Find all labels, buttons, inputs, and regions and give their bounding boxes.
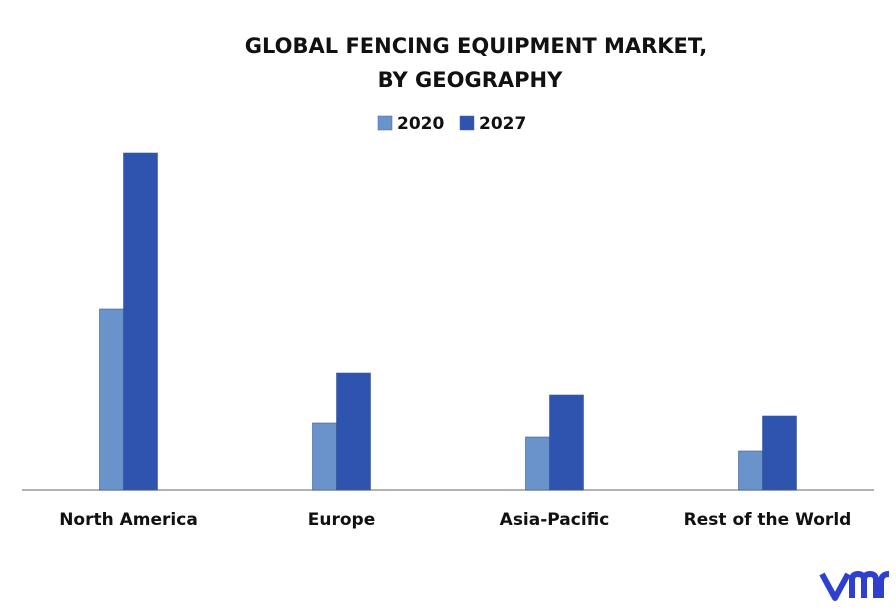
chart-title: GLOBAL FENCING EQUIPMENT MARKET,	[245, 34, 707, 58]
bar	[312, 422, 337, 491]
x-tick-label: North America	[59, 510, 198, 530]
x-tick-label: Asia-Pacific	[500, 510, 610, 530]
legend-swatch	[377, 115, 393, 131]
bar	[549, 394, 584, 491]
bar	[123, 152, 158, 491]
bar	[99, 308, 124, 491]
legend-swatch	[459, 115, 475, 131]
bar	[336, 372, 371, 491]
logo	[819, 571, 890, 601]
legend-label: 2020	[397, 114, 444, 134]
x-tick-label: Europe	[308, 510, 375, 530]
chart-title: BY GEOGRAPHY	[378, 68, 563, 92]
x-tick-label: Rest of the World	[684, 510, 852, 530]
bar	[525, 436, 550, 491]
bar	[762, 415, 797, 491]
legend-label: 2027	[479, 114, 526, 134]
bar	[738, 450, 763, 491]
